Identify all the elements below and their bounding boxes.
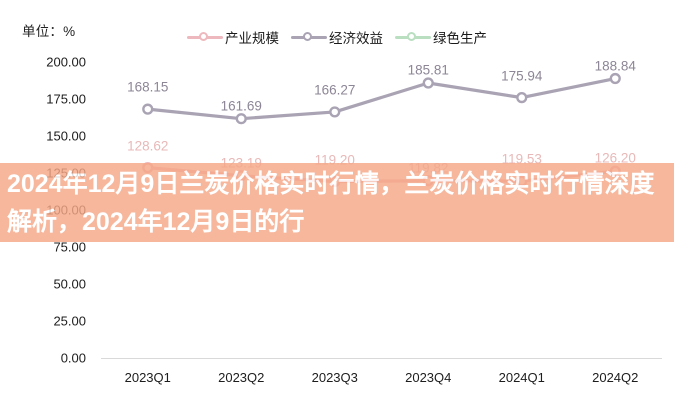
- data-point-label: 166.27: [314, 82, 356, 98]
- data-point-label: 185.81: [407, 62, 449, 78]
- series-point-marker[interactable]: [235, 113, 247, 125]
- legend-marker-icon: [291, 30, 327, 44]
- series-line: [146, 76, 617, 121]
- legend-item-label: 绿色生产: [433, 31, 487, 46]
- y-axis-tick: 175.00: [46, 91, 86, 107]
- overlay-title-text: 2024年12月9日兰炭价格实时行情，兰炭价格实时行情深度解析，2024年12月…: [7, 169, 655, 236]
- axis-baseline: [101, 358, 662, 359]
- overlay-banner: 2024年12月9日兰炭价格实时行情，兰炭价格实时行情深度解析，2024年12月…: [0, 163, 674, 242]
- y-axis-tick: 75.00: [53, 239, 86, 255]
- y-axis-tick: 25.00: [53, 313, 86, 329]
- x-axis-tick: 2023Q2: [218, 370, 265, 385]
- data-point-label: 175.94: [501, 68, 543, 84]
- series-point-marker[interactable]: [422, 77, 434, 89]
- y-axis-tick: 0.00: [60, 350, 86, 366]
- unit-label: 单位：%: [22, 24, 76, 39]
- legend-item-label: 产业规模: [225, 31, 279, 46]
- data-point-label: 161.69: [220, 98, 262, 114]
- series-point-marker[interactable]: [516, 92, 528, 104]
- data-point-label: 126.20: [594, 150, 636, 166]
- legend-marker-icon: [187, 30, 223, 44]
- data-point-label: 168.15: [127, 79, 169, 95]
- x-axis-tick: 2023Q3: [311, 370, 358, 385]
- data-point-label: 188.84: [594, 58, 636, 74]
- x-axis-tick: 2023Q1: [124, 370, 171, 385]
- legend-item-industry-scale[interactable]: 产业规模: [187, 27, 279, 47]
- series-point-marker[interactable]: [609, 72, 621, 85]
- series-point-marker[interactable]: [142, 103, 154, 115]
- legend-item-economic-benefit[interactable]: 经济效益: [291, 27, 383, 47]
- series-point-marker[interactable]: [329, 106, 341, 118]
- x-axis-tick: 2024Q1: [498, 370, 545, 385]
- chart-legend: 产业规模 经济效益 绿色生产: [0, 27, 674, 47]
- data-point-label: 119.53: [501, 151, 542, 167]
- y-axis-tick: 200.00: [46, 54, 86, 70]
- y-axis-tick: 50.00: [53, 276, 86, 292]
- y-axis-tick: 150.00: [46, 128, 86, 144]
- series-economic-benefit: [142, 72, 621, 125]
- legend-item-green-production[interactable]: 绿色生产: [395, 27, 487, 47]
- legend-marker-icon: [395, 30, 431, 44]
- x-axis-tick: 2024Q2: [592, 370, 639, 385]
- x-axis-tick: 2023Q4: [405, 370, 452, 385]
- legend-item-label: 经济效益: [329, 31, 383, 46]
- data-point-label: 128.62: [127, 138, 169, 154]
